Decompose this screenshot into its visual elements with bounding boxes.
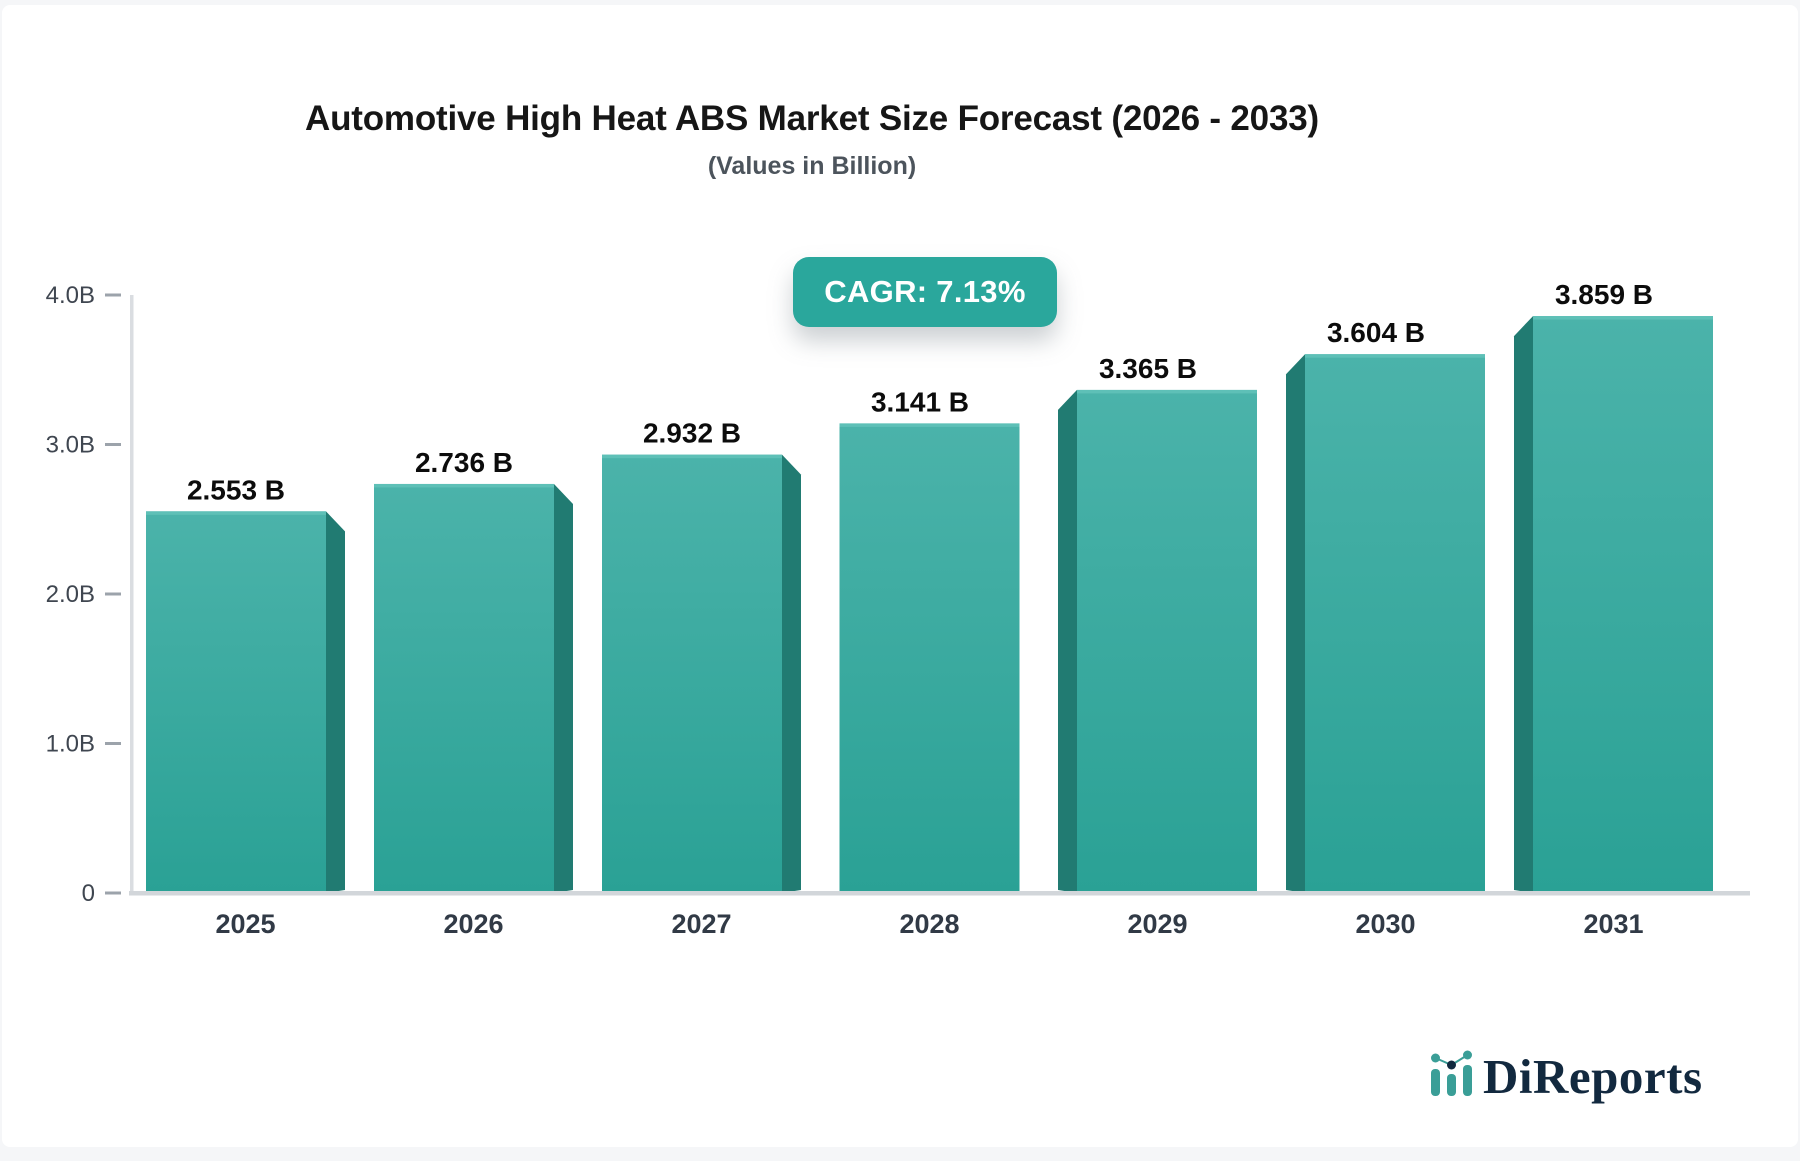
- bar-value-label: 3.604 B: [1327, 317, 1425, 348]
- bar-top-edge: [1305, 354, 1485, 358]
- cagr-badge-label: CAGR: 7.13%: [824, 274, 1026, 309]
- bar-side-face: [782, 454, 801, 893]
- bar: [1305, 354, 1485, 893]
- bar-side-face: [1514, 316, 1533, 894]
- x-axis-label: 2027: [671, 909, 731, 939]
- bar-side-face: [1286, 354, 1305, 893]
- chart-card: Automotive High Heat ABS Market Size For…: [2, 5, 1798, 1147]
- bar-top-edge: [146, 511, 326, 515]
- y-tick-label: 2.0B: [46, 581, 95, 608]
- cagr-badge: CAGR: 7.13%: [793, 257, 1057, 327]
- y-tick-dash: [105, 443, 121, 446]
- x-axis-label: 2030: [1355, 909, 1415, 939]
- bar-side-face: [326, 511, 345, 893]
- y-axis-line: [130, 295, 134, 893]
- y-tick-dash: [105, 742, 121, 745]
- x-axis-label: 2026: [443, 909, 503, 939]
- bar: [146, 511, 326, 893]
- bar: [374, 483, 554, 893]
- bar-value-label: 3.365 B: [1099, 353, 1197, 384]
- bar: [602, 454, 782, 893]
- bar-top-edge: [374, 483, 554, 488]
- bar: [1077, 389, 1257, 893]
- y-tick-label: 4.0B: [46, 282, 95, 309]
- bar: [1533, 316, 1713, 894]
- x-axis-label: 2025: [215, 909, 275, 939]
- y-tick-label: 0: [82, 880, 95, 907]
- chart-title: Automotive High Heat ABS Market Size For…: [305, 99, 1319, 138]
- bar-chart-plot: 0 1.0B 2.0B 3.0B 4.0B 2.553 B 2025 2.736 B 2026 2…: [46, 279, 1750, 939]
- y-tick-dash: [105, 891, 121, 895]
- y-tick-label: 3.0B: [46, 432, 95, 459]
- x-axis-label: 2029: [1127, 909, 1187, 939]
- logo-text: DiReports: [1483, 1049, 1703, 1104]
- direports-logo: DiReports: [1430, 1041, 1703, 1103]
- bar-value-label: 3.141 B: [871, 386, 969, 417]
- bar-line-chart-icon: [1431, 1050, 1472, 1096]
- y-tick-dash: [105, 293, 121, 297]
- y-tick-label: 1.0B: [46, 731, 95, 758]
- bar-top-edge: [602, 454, 782, 459]
- bar-side-face: [554, 483, 573, 893]
- bar-value-label: 3.859 B: [1555, 279, 1653, 310]
- bar-value-label: 2.553 B: [187, 474, 285, 505]
- x-axis-line: [129, 891, 1750, 896]
- bar-top-edge: [1533, 316, 1713, 320]
- chart-subtitle: (Values in Billion): [707, 152, 917, 180]
- bar-top-edge: [1077, 389, 1257, 394]
- x-axis-label: 2031: [1583, 909, 1643, 939]
- bar-value-label: 2.736 B: [415, 447, 513, 478]
- bar-side-face: [1058, 389, 1077, 893]
- x-axis-label: 2028: [899, 909, 959, 939]
- y-tick-dash: [105, 592, 121, 596]
- bar: [839, 423, 1020, 893]
- bar-value-label: 2.932 B: [643, 418, 741, 449]
- bar-top-edge: [839, 423, 1020, 427]
